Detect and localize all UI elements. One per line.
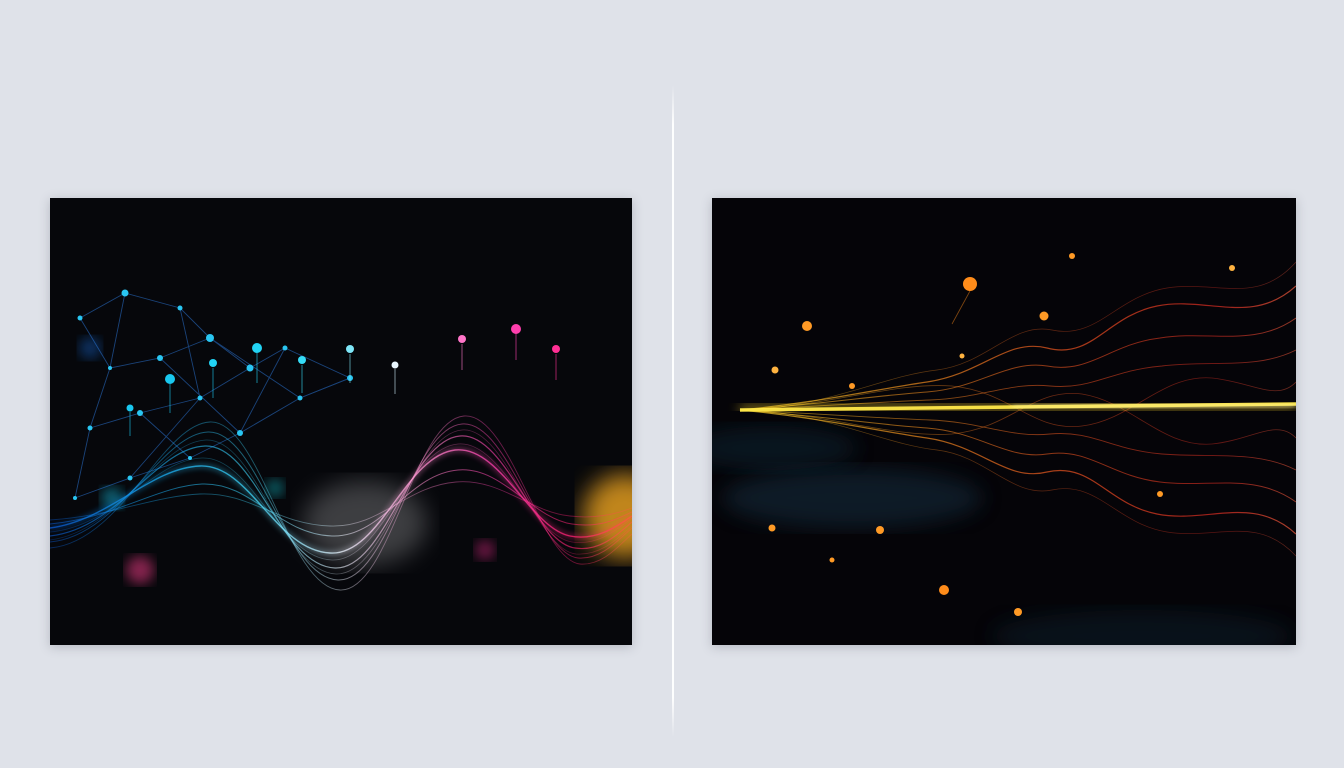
column-divider-line — [672, 85, 674, 737]
bf16-header — [50, 100, 632, 110]
network-nodes — [73, 289, 353, 500]
int8-header — [712, 100, 1296, 110]
pin-dots — [126, 324, 560, 436]
int8-panel — [712, 198, 1296, 645]
int8-wave-visualization — [712, 198, 1296, 645]
funnel-wave-bundle — [739, 261, 1296, 557]
bf16-panel — [50, 198, 632, 645]
funnel-core-glow — [739, 399, 1296, 415]
wave-bundle — [50, 415, 632, 591]
accuracy-line-chart — [732, 486, 1024, 642]
step-response-chart — [1024, 488, 1252, 638]
particle-dots — [768, 253, 1235, 616]
bf16-wave-visualization — [50, 198, 632, 645]
